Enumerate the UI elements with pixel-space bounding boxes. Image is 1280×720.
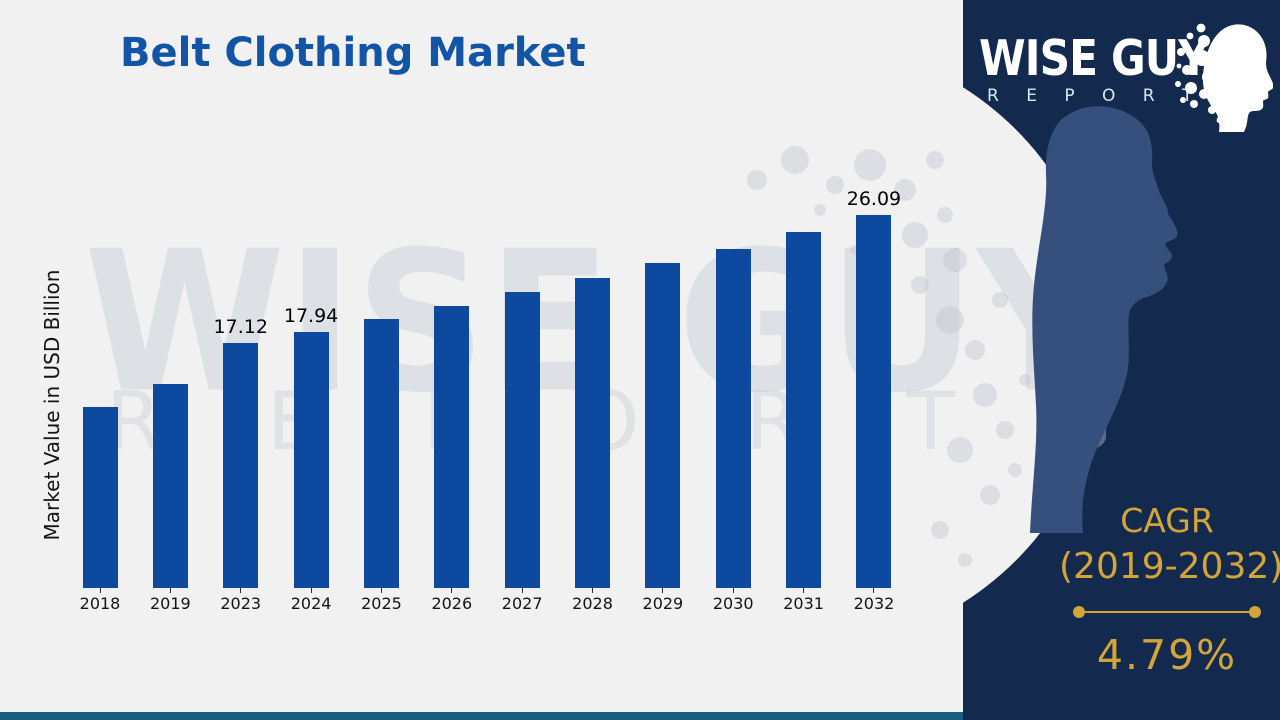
watermark-dot [996,421,1014,439]
watermark-dot [781,146,809,174]
x-tick-label-2029: 2029 [642,594,684,613]
x-tick-label-2023: 2023 [220,594,262,613]
logo-face-icon [1173,20,1273,132]
bar-value-label-2023: 17.12 [213,316,268,338]
watermark-dot [936,306,964,334]
bar-2025 [363,319,399,588]
x-tick-label-2030: 2030 [712,594,754,613]
bar-2026 [434,306,470,588]
bar-2032 [856,215,892,588]
x-tick-label-2032: 2032 [853,594,895,613]
x-tick-label-2027: 2027 [501,594,543,613]
bar-value-label-2032: 26.09 [846,188,902,210]
watermark-dot [814,204,826,216]
x-axis-tick [803,588,805,593]
watermark-dot [947,437,973,463]
bar-value-label-2024: 17.94 [283,305,339,327]
watermark-dot [980,485,1000,505]
watermark-dot [911,276,929,294]
x-tick-label-2025: 2025 [361,594,402,613]
decorative-face-silhouette [1030,106,1178,533]
watermark-dot [992,292,1008,308]
watermark-dot [973,383,997,407]
watermark-dot [1008,463,1022,477]
x-axis-tick [451,588,453,593]
bar-2023 [223,343,259,588]
x-tick-label-2028: 2028 [572,594,613,613]
x-axis-tick [732,588,734,593]
watermark-dot [958,553,972,567]
bar-2030 [715,249,751,588]
bottom-accent-bar [0,712,963,720]
logo-subtitle: R E P O R T S [987,86,1242,106]
watermark-dot [826,176,844,194]
x-tick-label-2024: 2024 [290,594,332,613]
x-axis-tick [662,588,664,593]
watermark-dot [850,245,860,255]
cagr-value: 4.79% [1096,630,1238,679]
cagr-divider [1079,611,1255,613]
cagr-range: (2019-2032) [1059,546,1280,588]
logo-wordmark: WISE GUY [979,29,1208,88]
watermark-dot [1019,374,1031,386]
bar-2019 [152,384,188,588]
x-axis-tick [310,588,312,593]
page-title: Belt Clothing Market [120,30,586,76]
bar-2029 [645,263,681,588]
watermark-dot [854,149,886,181]
x-tick-label-2018: 2018 [79,594,121,613]
x-axis-tick [169,588,171,593]
bar-2028 [575,278,611,588]
watermark-dot [943,248,967,272]
watermark-dot [931,521,949,539]
bar-2031 [786,232,822,588]
bar-2018 [82,407,118,588]
bar-2027 [504,292,540,588]
watermark-dot [965,340,985,360]
cagr-block: CAGR (2019-2032) 4.79% [1059,503,1275,676]
watermark-dot [747,170,767,190]
x-tick-label-2019: 2019 [150,594,191,613]
x-axis-tick [240,588,242,593]
x-axis-tick [380,588,382,593]
x-tick-label-2031: 2031 [783,594,824,613]
watermark-dot [902,222,928,248]
cagr-label: CAGR [1120,501,1214,540]
watermark-dot [894,179,916,201]
x-axis-tick [521,588,523,593]
x-axis-tick [99,588,101,593]
watermark-dot [937,207,953,223]
watermark-dot [926,151,944,169]
x-tick-label-2026: 2026 [431,594,473,613]
x-axis-tick [592,588,594,593]
bar-2024 [293,332,329,588]
x-axis-tick [873,588,875,593]
